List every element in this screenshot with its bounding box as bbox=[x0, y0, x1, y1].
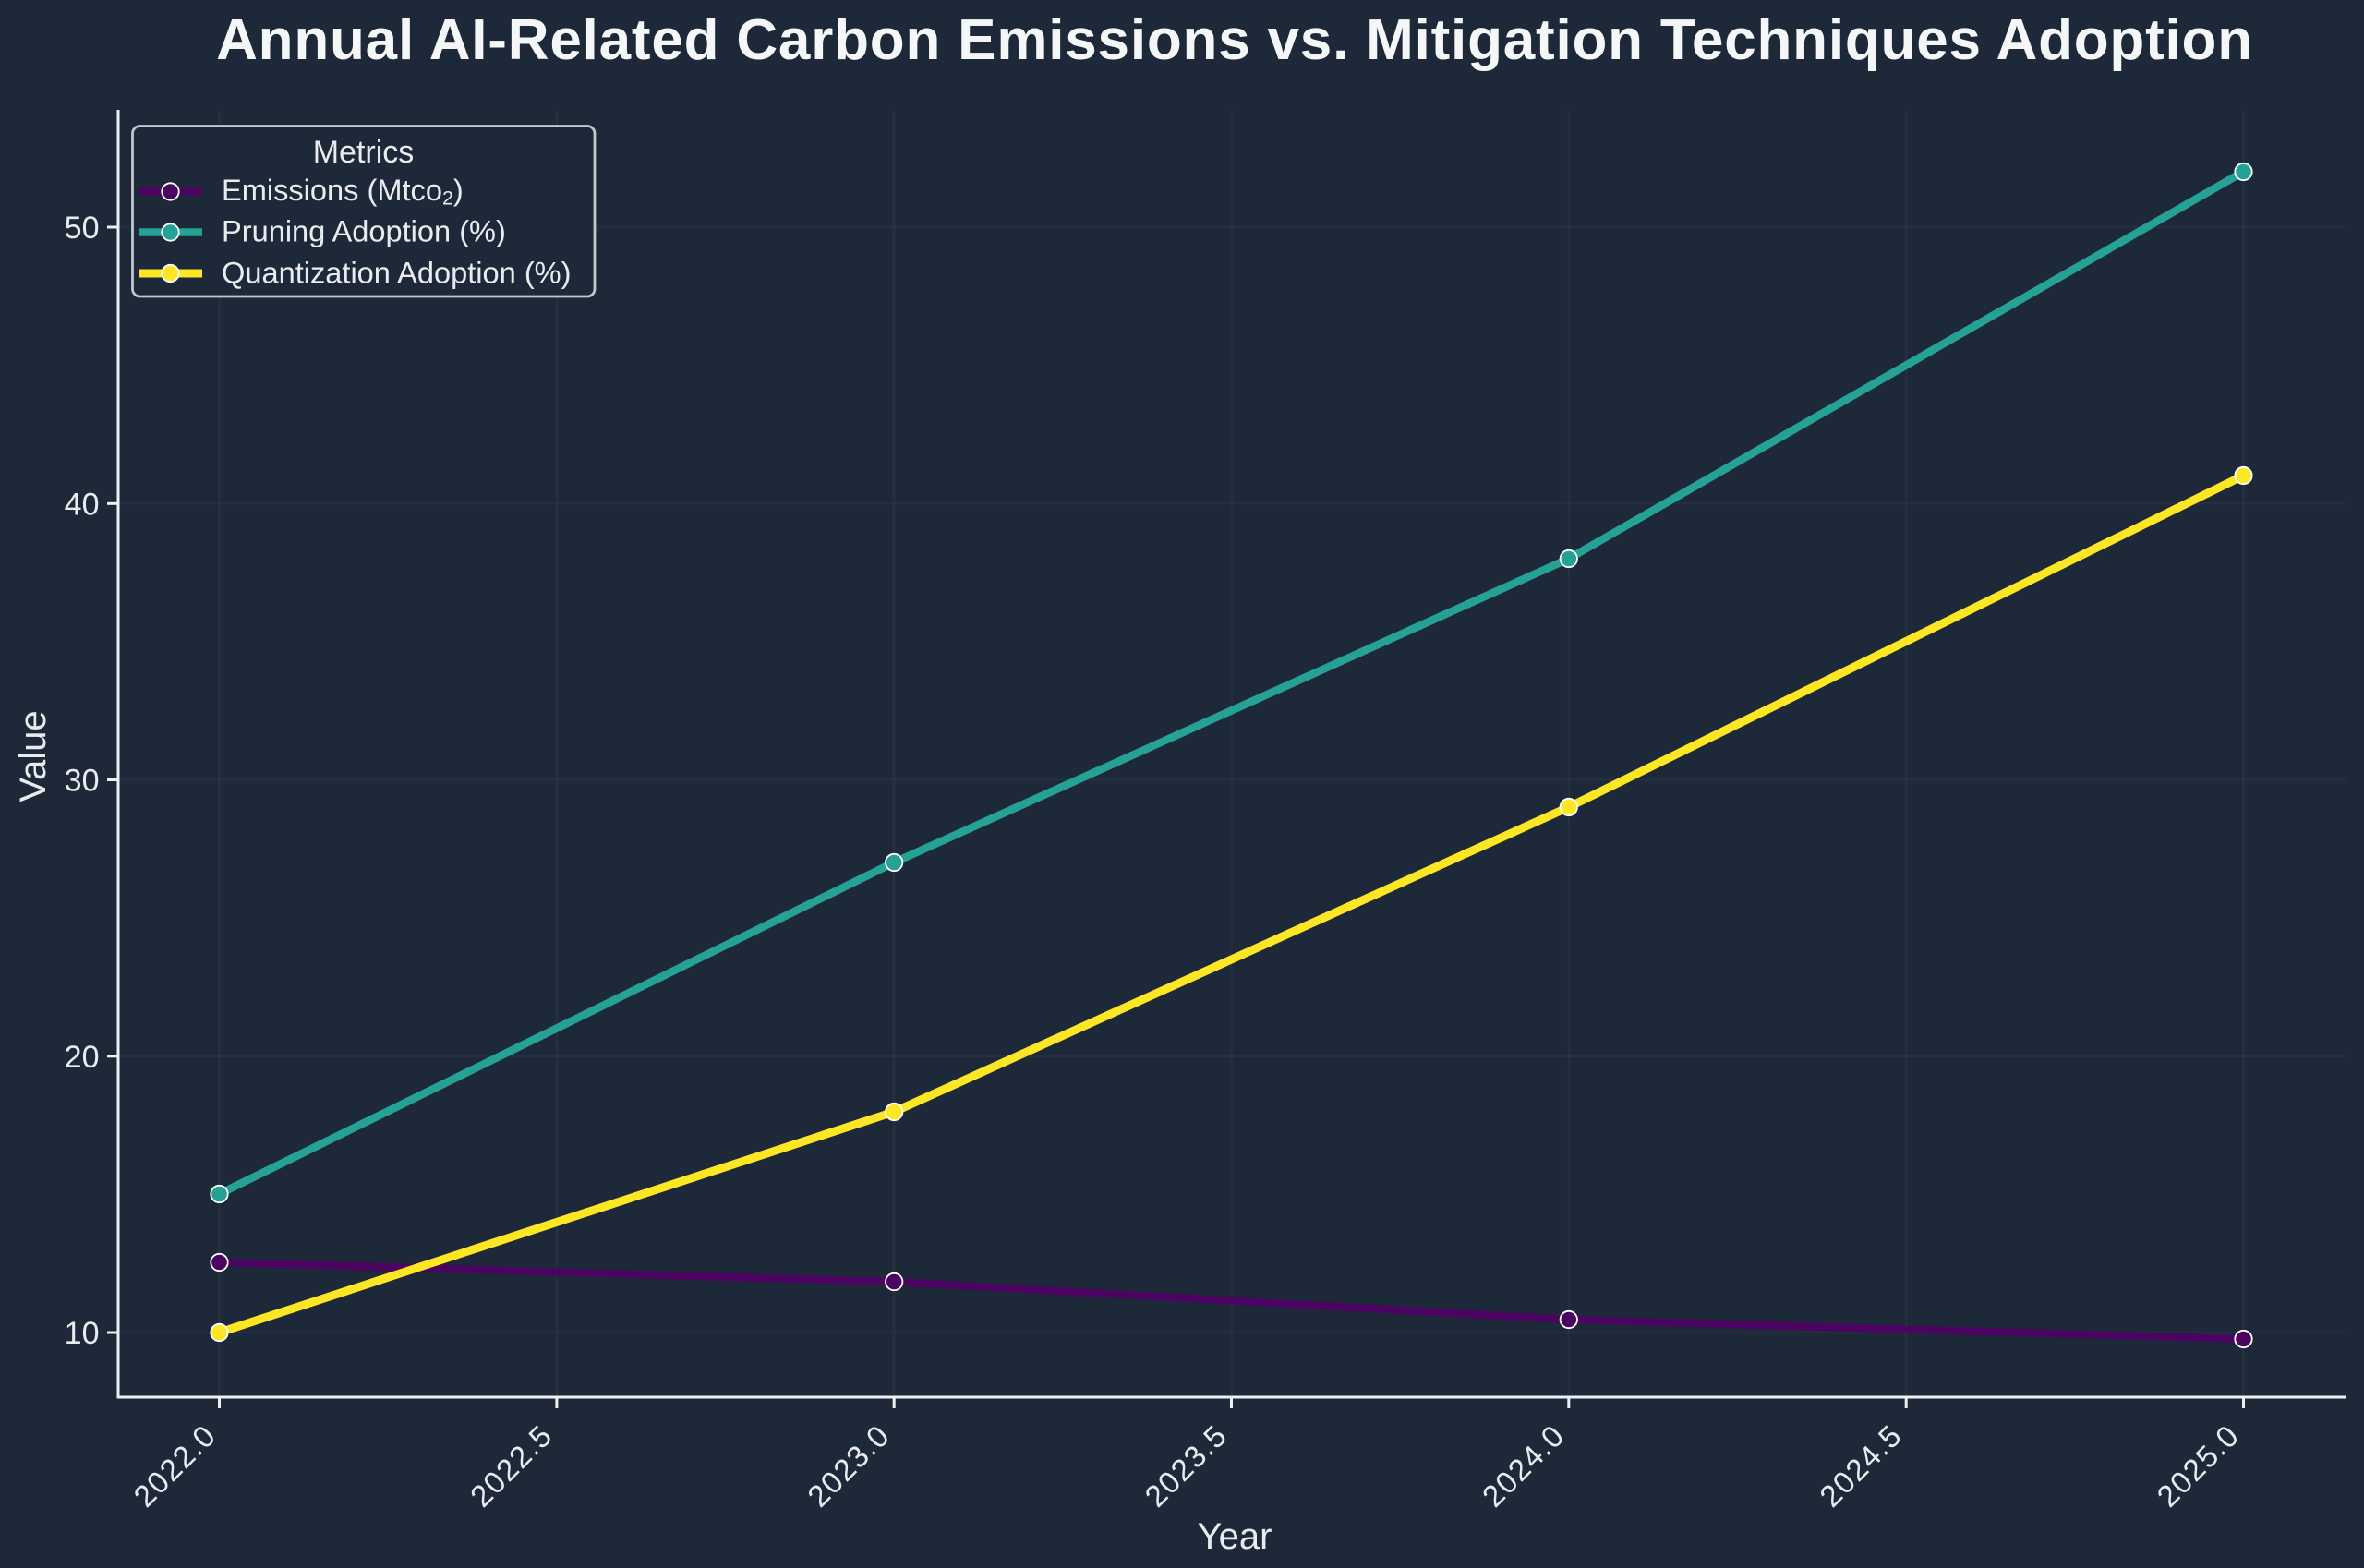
svg-text:Annual AI-Related Carbon Emiss: Annual AI-Related Carbon Emissions vs. M… bbox=[216, 8, 2253, 72]
svg-text:50: 50 bbox=[65, 211, 100, 246]
svg-text:Pruning Adoption (%): Pruning Adoption (%) bbox=[222, 214, 506, 248]
svg-text:Value: Value bbox=[13, 710, 54, 802]
svg-text:40: 40 bbox=[65, 488, 100, 523]
svg-text:Year: Year bbox=[1198, 1516, 1272, 1557]
svg-text:Metrics: Metrics bbox=[313, 135, 415, 170]
svg-text:Emissions (Mtco2): Emissions (Mtco2) bbox=[222, 173, 464, 210]
svg-text:Quantization Adoption (%): Quantization Adoption (%) bbox=[222, 256, 572, 290]
svg-text:30: 30 bbox=[65, 764, 100, 799]
svg-text:20: 20 bbox=[65, 1040, 100, 1075]
svg-text:10: 10 bbox=[65, 1316, 100, 1351]
